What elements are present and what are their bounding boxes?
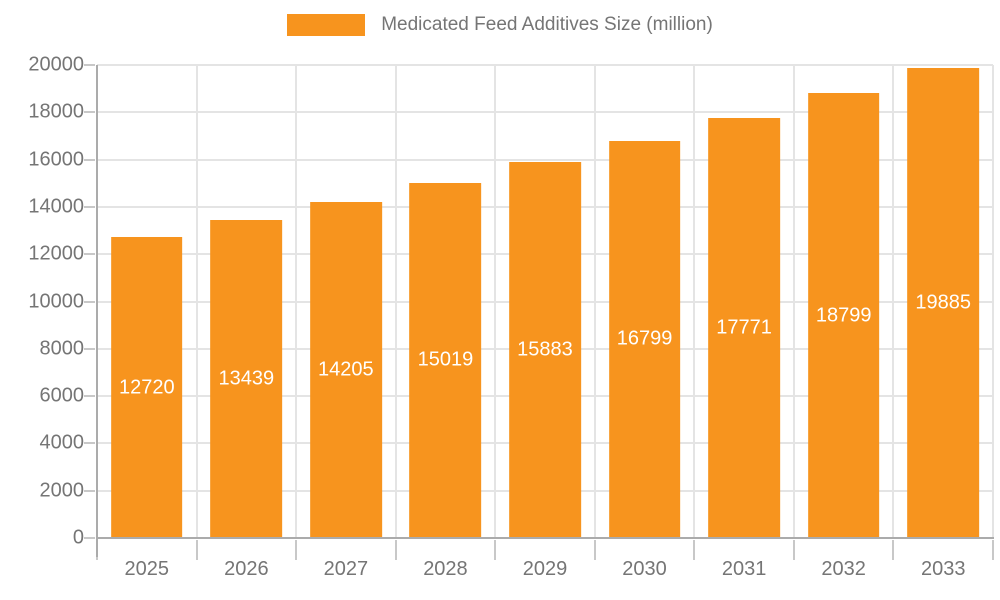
gridline-vertical (295, 65, 298, 538)
x-axis-label: 2032 (821, 558, 866, 580)
y-axis-tick (84, 64, 95, 66)
bar-value-label: 17771 (716, 316, 772, 339)
gridline-horizontal (97, 64, 993, 66)
bar-value-label: 15883 (517, 338, 573, 361)
y-axis-label: 16000 (28, 148, 84, 171)
bar-2033[interactable]: 19885 (907, 67, 980, 538)
bar-2028[interactable]: 15019 (409, 182, 482, 538)
y-axis-tick (84, 205, 95, 208)
gridline-vertical (394, 65, 397, 538)
gridline-vertical (593, 65, 596, 538)
gridline-vertical (892, 65, 895, 538)
gridline-horizontal (97, 158, 993, 161)
y-axis-tick (84, 111, 95, 114)
x-axis-tick (295, 540, 298, 560)
y-axis-tick (84, 158, 95, 161)
x-axis-tick (494, 540, 497, 560)
y-axis-label: 4000 (39, 431, 85, 454)
x-axis-label: 2030 (622, 558, 667, 580)
y-axis-label: 8000 (39, 337, 85, 360)
gridline-vertical (992, 65, 994, 538)
gridline-horizontal (97, 111, 993, 114)
y-axis-tick (84, 489, 95, 492)
y-axis-tick (84, 300, 95, 303)
bar-2030[interactable]: 16799 (608, 140, 681, 538)
y-axis-label: 20000 (28, 53, 84, 76)
x-axis-tick (992, 540, 994, 560)
x-axis-tick (394, 540, 397, 560)
x-axis-line (96, 537, 994, 539)
legend-label: Medicated Feed Additives Size (million) (381, 14, 713, 35)
legend-swatch-icon (287, 14, 366, 36)
bar-2025[interactable]: 12720 (110, 237, 183, 538)
x-axis-tick (693, 540, 696, 560)
y-axis-tick (84, 347, 95, 350)
x-axis-label: 2031 (721, 558, 767, 580)
gridline-vertical (693, 65, 696, 538)
x-axis-tick (892, 540, 895, 560)
x-axis-tick (792, 540, 795, 560)
x-axis: 2025 2026 2027 2028 2029 2030 2031 2032 2033 (97, 552, 993, 582)
x-axis-label: 2033 (920, 558, 966, 580)
y-axis-tick (84, 395, 95, 398)
gridline-vertical (792, 65, 795, 538)
y-axis-tick (84, 253, 95, 256)
bar-2032[interactable]: 18799 (807, 93, 880, 538)
y-axis: 0 2000 4000 6000 8000 10000 12000 14000 16000 180… (0, 54, 85, 549)
x-axis-label: 2029 (522, 558, 568, 580)
gridline-vertical (195, 65, 198, 538)
y-axis-tick (84, 442, 95, 445)
bar-value-label: 19885 (915, 291, 972, 314)
x-axis-tick (593, 540, 596, 560)
legend-item[interactable]: Medicated Feed Additives Size (million) (0, 14, 1000, 36)
y-axis-label: 12000 (28, 242, 84, 265)
bar-value-label: 15019 (417, 348, 474, 371)
y-axis-label: 2000 (39, 479, 85, 502)
bar-2027[interactable]: 14205 (310, 202, 382, 538)
bar-value-label: 18799 (815, 304, 872, 327)
y-axis-line (96, 65, 98, 557)
y-axis-label: 6000 (39, 384, 85, 407)
plot-area: 12720 13439 14205 15019 15883 16799 17771 18799… (84, 64, 994, 560)
bar-2026[interactable]: 13439 (210, 220, 283, 538)
x-axis-label: 2025 (124, 558, 170, 580)
bar-2031[interactable]: 17771 (708, 117, 780, 538)
y-axis-tick (84, 537, 95, 539)
bar-value-label: 12720 (118, 376, 175, 399)
bar-value-label: 16799 (616, 327, 673, 350)
y-axis-label: 14000 (28, 195, 84, 218)
bar-2029[interactable]: 15883 (509, 162, 581, 538)
y-axis-label: 18000 (28, 100, 84, 123)
x-axis-label: 2026 (224, 558, 269, 580)
x-axis-label: 2027 (323, 558, 369, 580)
gridline-vertical (494, 65, 497, 538)
bar-value-label: 13439 (218, 367, 275, 390)
bar-value-label: 14205 (318, 358, 374, 381)
y-axis-label: 10000 (28, 290, 84, 312)
x-axis-label: 2028 (423, 558, 468, 580)
x-axis-tick (195, 540, 198, 560)
y-axis-label: 0 (72, 526, 84, 549)
